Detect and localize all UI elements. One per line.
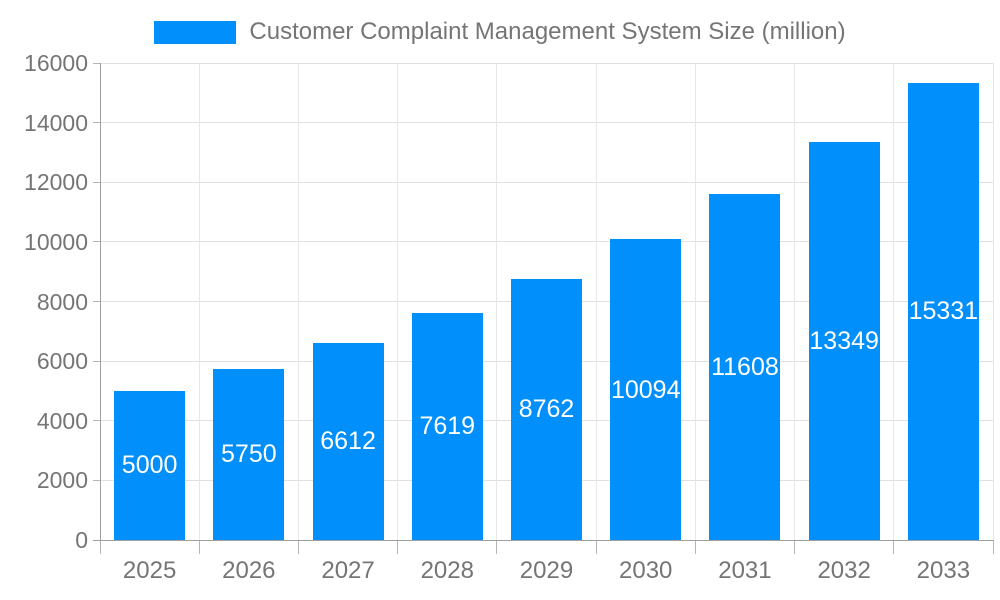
y-axis-tick bbox=[93, 479, 100, 481]
y-axis-tick bbox=[93, 181, 100, 183]
x-tick-label: 2026 bbox=[222, 557, 276, 584]
bar-2026[interactable] bbox=[213, 368, 285, 540]
y-tick-label: 6000 bbox=[36, 348, 88, 375]
y-axis-line bbox=[99, 63, 101, 541]
y-axis-tick bbox=[93, 241, 100, 243]
bar-value-label: 8762 bbox=[518, 395, 575, 424]
bar-2028[interactable] bbox=[411, 312, 483, 540]
bar-value-label: 5750 bbox=[221, 440, 277, 469]
gridline-horizontal bbox=[100, 181, 993, 183]
bar-2025[interactable] bbox=[114, 390, 186, 540]
legend-swatch-icon bbox=[154, 20, 237, 44]
y-tick-label: 4000 bbox=[36, 407, 88, 434]
y-tick-label: 2000 bbox=[36, 467, 88, 494]
y-tick-label: 0 bbox=[75, 527, 88, 553]
bar-value-label: 10094 bbox=[610, 375, 681, 404]
bar-2032[interactable] bbox=[808, 142, 880, 540]
x-axis-tick bbox=[297, 540, 299, 554]
bar-value-label: 13349 bbox=[809, 327, 879, 356]
bar-value-label: 11608 bbox=[711, 352, 779, 381]
x-tick-label: 2033 bbox=[916, 557, 971, 584]
gridline-vertical bbox=[198, 63, 200, 540]
y-axis-tick bbox=[93, 360, 100, 362]
y-tick-label: 14000 bbox=[24, 109, 88, 136]
y-axis-tick bbox=[93, 420, 100, 422]
x-axis-tick bbox=[694, 540, 696, 554]
bar-2029[interactable] bbox=[511, 278, 582, 540]
x-axis-tick bbox=[99, 540, 101, 554]
x-tick-label: 2030 bbox=[619, 557, 673, 584]
x-axis-tick bbox=[595, 540, 597, 554]
bar-2033[interactable] bbox=[907, 82, 979, 540]
x-axis-tick bbox=[794, 540, 796, 554]
y-axis-tick bbox=[93, 122, 100, 124]
x-tick-label: 2029 bbox=[519, 557, 574, 584]
x-tick-label: 2031 bbox=[718, 557, 772, 584]
x-axis-tick bbox=[893, 540, 895, 554]
y-axis-tick bbox=[93, 62, 100, 64]
y-tick-label: 8000 bbox=[36, 288, 88, 315]
gridline-vertical bbox=[496, 63, 498, 540]
y-tick-label: 12000 bbox=[24, 169, 88, 196]
gridline-vertical bbox=[893, 63, 895, 540]
bar-2031[interactable] bbox=[709, 193, 781, 540]
x-axis-tick bbox=[992, 540, 994, 554]
x-tick-label: 2028 bbox=[420, 557, 474, 584]
bar-value-label: 15331 bbox=[908, 297, 979, 326]
x-tick-label: 2025 bbox=[122, 557, 177, 584]
x-axis-tick bbox=[496, 540, 498, 554]
gridline-vertical bbox=[297, 63, 299, 540]
x-axis-line bbox=[93, 539, 993, 541]
legend-label: Customer Complaint Management System Siz… bbox=[249, 18, 846, 45]
bar-value-label: 7619 bbox=[419, 412, 476, 441]
bar-value-label: 5000 bbox=[121, 451, 178, 480]
legend-item[interactable]: Customer Complaint Management System Siz… bbox=[154, 18, 846, 46]
bar-2027[interactable] bbox=[312, 342, 384, 540]
gridline-horizontal bbox=[100, 122, 993, 124]
y-tick-label: 16000 bbox=[24, 50, 88, 76]
x-tick-label: 2032 bbox=[817, 557, 871, 584]
x-axis-tick bbox=[198, 540, 200, 554]
bar-value-label: 6612 bbox=[320, 427, 376, 456]
y-tick-label: 10000 bbox=[24, 228, 88, 255]
gridline-horizontal bbox=[100, 62, 993, 64]
y-axis-tick bbox=[93, 301, 100, 302]
gridline-vertical bbox=[794, 63, 796, 540]
legend: Customer Complaint Management System Siz… bbox=[0, 18, 1000, 46]
gridline-vertical bbox=[694, 63, 696, 540]
x-axis-tick bbox=[397, 540, 399, 554]
gridline-vertical bbox=[397, 63, 399, 540]
x-tick-label: 2027 bbox=[321, 557, 375, 584]
bar-2030[interactable] bbox=[610, 239, 682, 540]
gridline-vertical bbox=[595, 63, 597, 540]
gridline-horizontal bbox=[100, 241, 993, 243]
gridline-vertical bbox=[992, 63, 994, 540]
